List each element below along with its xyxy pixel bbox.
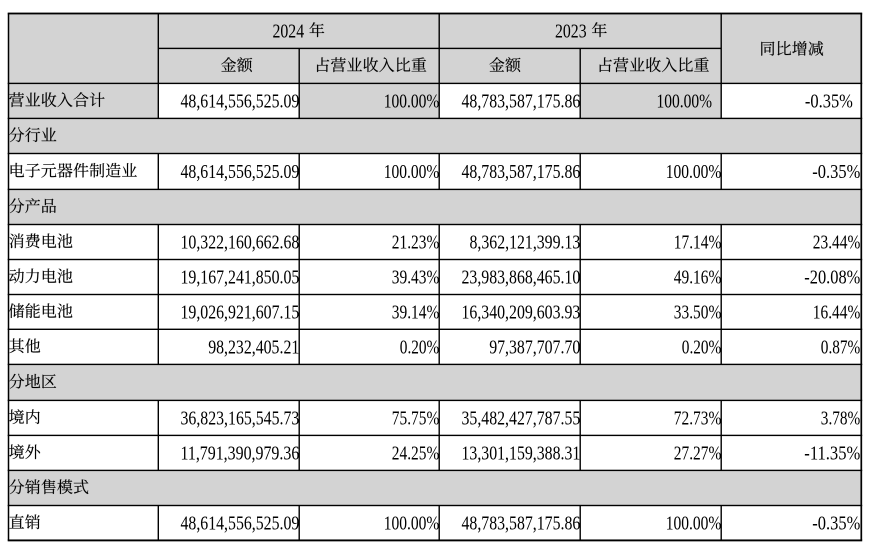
svg-text:-11.35%: -11.35% <box>804 444 860 465</box>
svg-text:2024: 2024 <box>273 22 305 43</box>
svg-text:72.73%: 72.73% <box>674 409 722 430</box>
svg-text:75.75%: 75.75% <box>392 409 440 430</box>
svg-text:10,322,160,662.68: 10,322,160,662.68 <box>181 233 300 254</box>
svg-text:49.16%: 49.16% <box>674 268 722 289</box>
svg-text:98,232,405.21: 98,232,405.21 <box>208 338 299 359</box>
svg-text:100.00%: 100.00% <box>666 514 722 535</box>
svg-text:-20.08%: -20.08% <box>804 268 860 289</box>
svg-text:17.14%: 17.14% <box>674 233 722 254</box>
svg-text:23,983,868,465.10: 23,983,868,465.10 <box>462 268 581 289</box>
svg-text:-0.35%: -0.35% <box>812 514 860 535</box>
svg-text:97,387,707.70: 97,387,707.70 <box>489 338 580 359</box>
svg-text:19,167,241,850.05: 19,167,241,850.05 <box>181 268 300 289</box>
svg-text:33.50%: 33.50% <box>674 303 722 324</box>
svg-text:0.20%: 0.20% <box>400 338 440 359</box>
svg-text:100.00%: 100.00% <box>384 92 440 113</box>
svg-text:23.44%: 23.44% <box>813 233 861 254</box>
svg-text:0.20%: 0.20% <box>682 338 722 359</box>
svg-text:48,614,556,525.09: 48,614,556,525.09 <box>181 92 300 113</box>
svg-text:100.00%: 100.00% <box>657 92 713 113</box>
svg-text:3.78%: 3.78% <box>821 409 861 430</box>
svg-text:27.27%: 27.27% <box>674 444 722 465</box>
svg-text:11,791,390,979.36: 11,791,390,979.36 <box>181 444 300 465</box>
svg-text:16.44%: 16.44% <box>813 303 861 324</box>
svg-text:-0.35%: -0.35% <box>805 92 853 113</box>
svg-text:21.23%: 21.23% <box>392 233 440 254</box>
svg-text:2023: 2023 <box>555 22 587 43</box>
svg-text:39.14%: 39.14% <box>392 303 440 324</box>
svg-text:48,614,556,525.09: 48,614,556,525.09 <box>181 514 300 535</box>
svg-text:48,783,587,175.86: 48,783,587,175.86 <box>462 514 581 535</box>
svg-text:39.43%: 39.43% <box>392 268 440 289</box>
svg-text:8,362,121,399.13: 8,362,121,399.13 <box>470 233 581 254</box>
svg-text:24.25%: 24.25% <box>392 444 440 465</box>
svg-text:13,301,159,388.31: 13,301,159,388.31 <box>462 444 581 465</box>
svg-text:19,026,921,607.15: 19,026,921,607.15 <box>181 303 300 324</box>
svg-text:100.00%: 100.00% <box>384 514 440 535</box>
svg-text:100.00%: 100.00% <box>384 162 440 183</box>
svg-text:-0.35%: -0.35% <box>812 162 860 183</box>
svg-text:16,340,209,603.93: 16,340,209,603.93 <box>462 303 581 324</box>
svg-text:35,482,427,787.55: 35,482,427,787.55 <box>462 409 581 430</box>
svg-text:100.00%: 100.00% <box>666 162 722 183</box>
svg-text:48,783,587,175.86: 48,783,587,175.86 <box>462 92 581 113</box>
svg-text:36,823,165,545.73: 36,823,165,545.73 <box>181 409 300 430</box>
svg-text:48,783,587,175.86: 48,783,587,175.86 <box>462 162 581 183</box>
svg-text:48,614,556,525.09: 48,614,556,525.09 <box>181 162 300 183</box>
svg-text:0.87%: 0.87% <box>821 338 861 359</box>
